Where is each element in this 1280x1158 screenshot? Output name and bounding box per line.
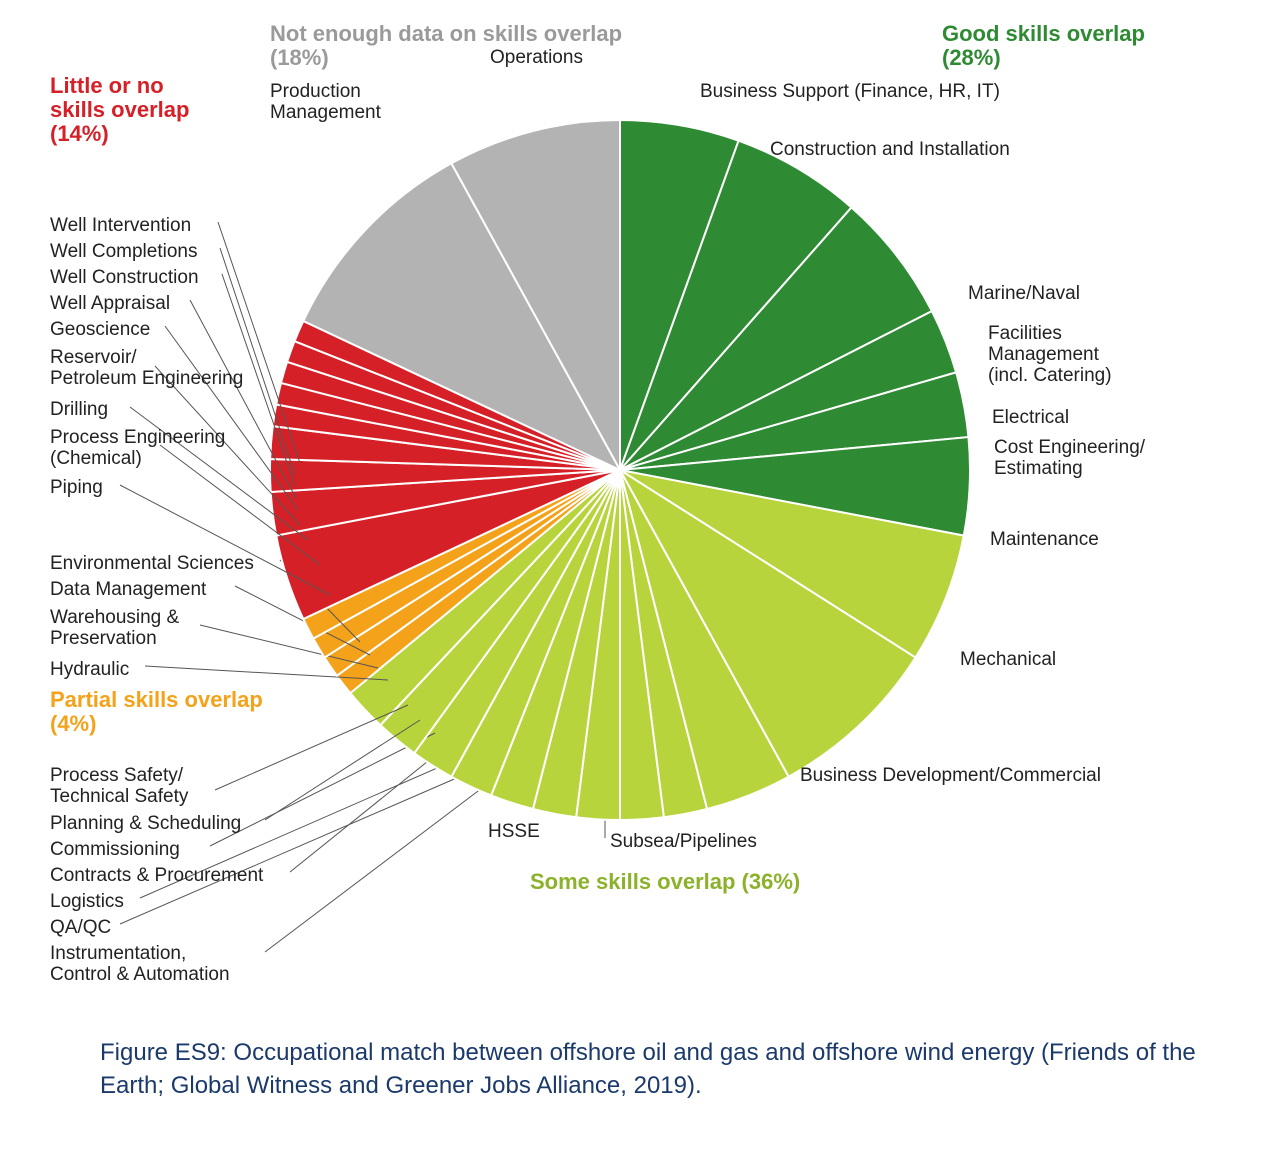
- slice-label: Production Management: [270, 82, 381, 124]
- category-title: Good skills overlap (28%): [942, 22, 1145, 70]
- slice-label: Piping: [50, 478, 103, 499]
- slice-label: Marine/Naval: [968, 284, 1080, 305]
- slice-label: HSSE: [488, 822, 540, 843]
- figure-caption: Figure ES9: Occupational match between o…: [100, 1036, 1200, 1103]
- slice-label: Data Management: [50, 580, 206, 601]
- slice-label: QA/QC: [50, 918, 111, 939]
- slice-label: Geoscience: [50, 320, 150, 341]
- leader-line: [210, 733, 435, 846]
- category-title: Not enough data on skills overlap (18%): [270, 22, 622, 70]
- slice-label: Well Construction: [50, 268, 199, 289]
- slice-label: Planning & Scheduling: [50, 814, 241, 835]
- leader-line: [290, 745, 448, 872]
- slice-label: Construction and Installation: [770, 140, 1010, 161]
- slice-label: Instrumentation, Control & Automation: [50, 944, 230, 986]
- slice-label: Well Appraisal: [50, 294, 170, 315]
- slice-label: Commissioning: [50, 840, 180, 861]
- slice-label: Business Support (Finance, HR, IT): [700, 82, 1000, 103]
- slice-label: Environmental Sciences: [50, 554, 254, 575]
- category-title: Little or no skills overlap (14%): [50, 74, 189, 147]
- slice-label: Process Engineering (Chemical): [50, 428, 225, 470]
- category-title: Some skills overlap (36%): [530, 870, 800, 894]
- slice-label: Contracts & Procurement: [50, 866, 263, 887]
- slice-label: Subsea/Pipelines: [610, 832, 757, 853]
- slice-label: Cost Engineering/ Estimating: [994, 438, 1145, 480]
- leader-line: [265, 782, 490, 952]
- slice-label: Hydraulic: [50, 660, 129, 681]
- slice-label: Drilling: [50, 400, 108, 421]
- slice-label: Mechanical: [960, 650, 1056, 671]
- slice-label: Maintenance: [990, 530, 1099, 551]
- category-title: Partial skills overlap (4%): [50, 688, 263, 736]
- slice-label: Business Development/Commercial: [800, 766, 1101, 787]
- slice-label: Facilities Management (incl. Catering): [988, 324, 1112, 387]
- figure-container: Business Support (Finance, HR, IT) Constr…: [0, 0, 1280, 1158]
- leader-line: [218, 222, 300, 463]
- slice-label: Logistics: [50, 892, 124, 913]
- slice-label: Warehousing & Preservation: [50, 608, 179, 650]
- leader-line: [265, 720, 420, 820]
- slice-label: Electrical: [992, 408, 1069, 429]
- slice-label: Well Completions: [50, 242, 197, 263]
- slice-label: Reservoir/ Petroleum Engineering: [50, 348, 243, 390]
- slice-label: Process Safety/ Technical Safety: [50, 766, 188, 808]
- slice-label: Well Intervention: [50, 216, 191, 237]
